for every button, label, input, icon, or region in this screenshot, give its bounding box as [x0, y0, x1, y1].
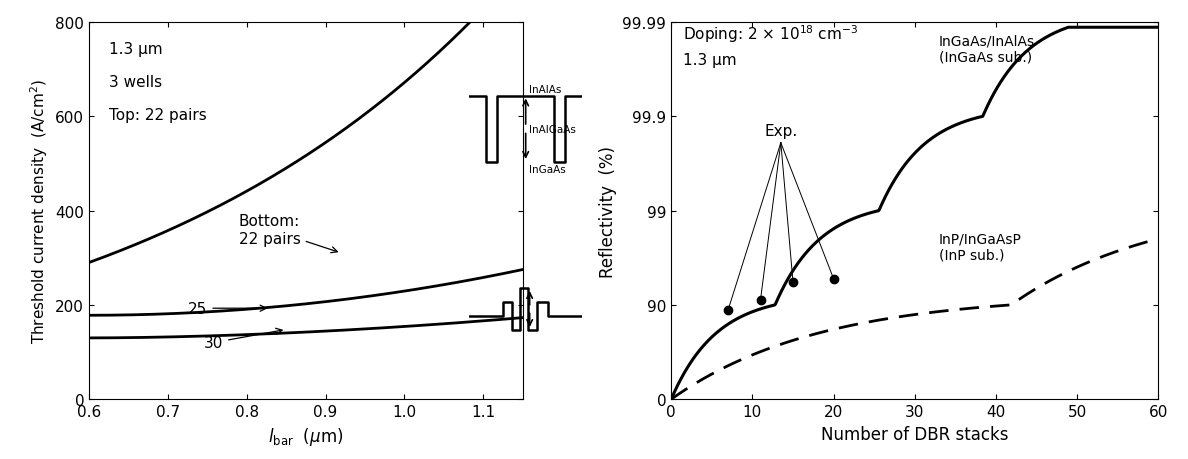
Text: Bottom:
22 pairs: Bottom: 22 pairs — [239, 214, 337, 253]
Text: InAlAs: InAlAs — [529, 84, 562, 95]
Text: InP/InGaAsP
(InP sub.): InP/InGaAsP (InP sub.) — [939, 232, 1022, 262]
Text: InGaAs/InAlAs
(InGaAs sub.): InGaAs/InAlAs (InGaAs sub.) — [939, 34, 1035, 64]
Text: 25: 25 — [188, 301, 266, 316]
Y-axis label: Threshold current density  (A/cm$^2$): Threshold current density (A/cm$^2$) — [29, 79, 50, 343]
Text: Doping: 2 × 10$^{18}$ cm$^{-3}$: Doping: 2 × 10$^{18}$ cm$^{-3}$ — [683, 23, 859, 45]
Text: 30: 30 — [204, 329, 282, 350]
Y-axis label: Reflectivity  (%): Reflectivity (%) — [599, 146, 617, 277]
Text: Top: 22 pairs: Top: 22 pairs — [109, 107, 207, 123]
X-axis label: Number of DBR stacks: Number of DBR stacks — [821, 425, 1009, 442]
Text: 3 wells: 3 wells — [109, 75, 162, 90]
Text: InAlGaAs: InAlGaAs — [529, 124, 576, 134]
Text: InGaAs: InGaAs — [529, 164, 565, 174]
X-axis label: $l_{\rm bar}$  ($\mu$m): $l_{\rm bar}$ ($\mu$m) — [268, 425, 343, 447]
Text: 1.3 μm: 1.3 μm — [683, 53, 737, 68]
Text: Exp.: Exp. — [764, 124, 797, 139]
Text: 1.3 μm: 1.3 μm — [109, 42, 163, 57]
